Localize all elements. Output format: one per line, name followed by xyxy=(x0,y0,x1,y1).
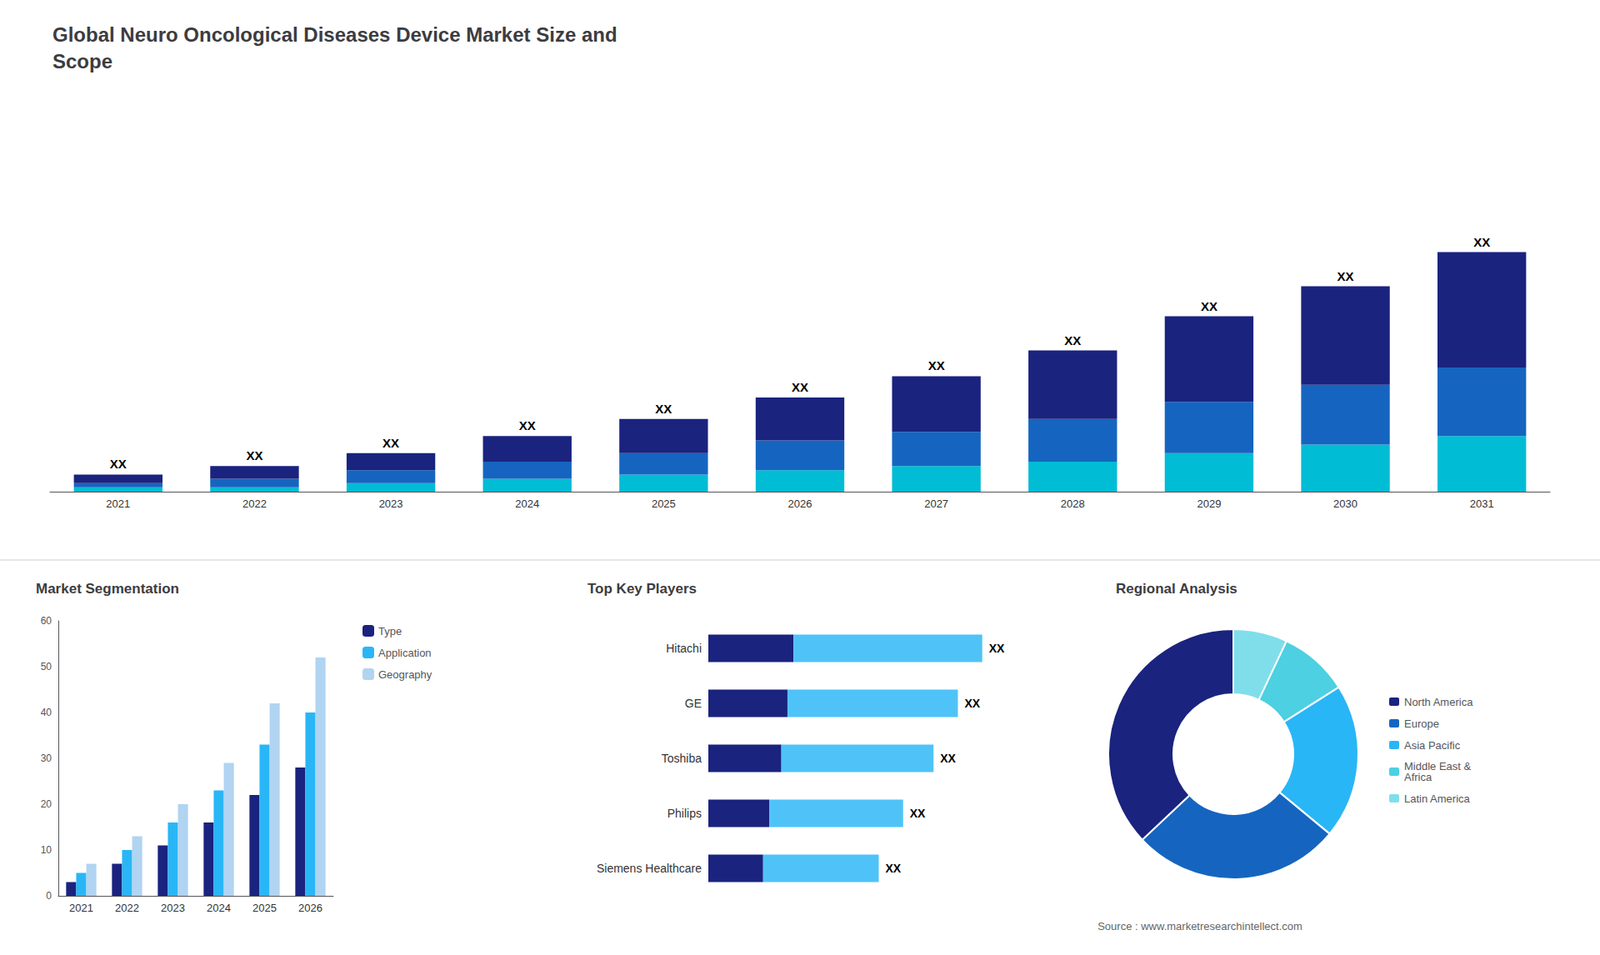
svg-text:Type: Type xyxy=(378,625,402,638)
svg-text:2025: 2025 xyxy=(252,901,277,915)
svg-text:2029: 2029 xyxy=(1196,497,1221,510)
svg-text:2030: 2030 xyxy=(1333,497,1358,510)
svg-text:XX: XX xyxy=(791,380,809,395)
svg-text:XX: XX xyxy=(382,435,400,450)
svg-text:XX: XX xyxy=(1473,235,1490,250)
svg-text:Africa: Africa xyxy=(1404,770,1433,784)
svg-text:Philips: Philips xyxy=(667,806,702,820)
svg-text:2022: 2022 xyxy=(242,497,267,510)
svg-text:2025: 2025 xyxy=(651,497,676,510)
svg-text:Top Key Players: Top Key Players xyxy=(587,580,697,597)
svg-text:50: 50 xyxy=(40,660,53,673)
svg-text:XX: XX xyxy=(655,401,672,416)
svg-text:XX: XX xyxy=(989,641,1005,655)
svg-text:Scope: Scope xyxy=(52,50,113,73)
svg-text:Regional Analysis: Regional Analysis xyxy=(1115,580,1238,597)
svg-text:0: 0 xyxy=(45,890,52,902)
svg-text:XX: XX xyxy=(928,358,945,373)
svg-text:20: 20 xyxy=(40,798,53,810)
svg-text:Geography: Geography xyxy=(378,668,433,681)
svg-text:10: 10 xyxy=(40,844,53,856)
svg-text:Hitachi: Hitachi xyxy=(665,641,702,655)
svg-text:XX: XX xyxy=(110,456,127,471)
svg-text:2024: 2024 xyxy=(206,901,231,915)
svg-text:2021: 2021 xyxy=(69,901,94,915)
svg-text:XX: XX xyxy=(910,806,926,820)
svg-text:2028: 2028 xyxy=(1060,497,1085,510)
svg-text:Latin America: Latin America xyxy=(1404,792,1471,805)
svg-text:XX: XX xyxy=(1064,333,1081,348)
svg-text:Asia Pacific: Asia Pacific xyxy=(1404,739,1461,752)
svg-text:2023: 2023 xyxy=(379,497,404,510)
svg-text:30: 30 xyxy=(40,752,53,765)
svg-text:Toshiba: Toshiba xyxy=(661,751,702,765)
svg-text:North America: North America xyxy=(1404,695,1474,709)
svg-text:2027: 2027 xyxy=(924,497,949,510)
svg-text:XX: XX xyxy=(940,751,956,765)
svg-text:2023: 2023 xyxy=(160,901,185,915)
svg-text:Application: Application xyxy=(378,646,432,660)
svg-text:2024: 2024 xyxy=(515,497,540,510)
svg-text:Source : www.marketresearchint: Source : www.marketresearchintellect.com xyxy=(1097,920,1303,933)
svg-text:2026: 2026 xyxy=(788,497,813,510)
svg-text:XX: XX xyxy=(964,696,980,710)
svg-text:XX: XX xyxy=(245,448,263,463)
svg-text:60: 60 xyxy=(40,615,53,627)
svg-text:Market Segmentation: Market Segmentation xyxy=(35,580,180,597)
svg-text:XX: XX xyxy=(1337,269,1355,284)
svg-text:XX: XX xyxy=(1200,299,1218,314)
svg-text:XX: XX xyxy=(885,861,902,875)
svg-text:Middle East &: Middle East & xyxy=(1404,760,1471,773)
svg-text:Global Neuro Oncological Disea: Global Neuro Oncological Diseases Device… xyxy=(52,23,618,46)
svg-text:XX: XX xyxy=(519,418,536,433)
svg-text:2031: 2031 xyxy=(1470,497,1495,510)
svg-text:2021: 2021 xyxy=(105,497,130,510)
svg-text:Siemens Healthcare: Siemens Healthcare xyxy=(596,861,702,875)
svg-text:2026: 2026 xyxy=(298,901,323,915)
svg-text:Europe: Europe xyxy=(1404,717,1440,730)
svg-text:GE: GE xyxy=(685,696,702,710)
svg-text:2022: 2022 xyxy=(115,901,140,915)
svg-text:40: 40 xyxy=(40,706,53,719)
